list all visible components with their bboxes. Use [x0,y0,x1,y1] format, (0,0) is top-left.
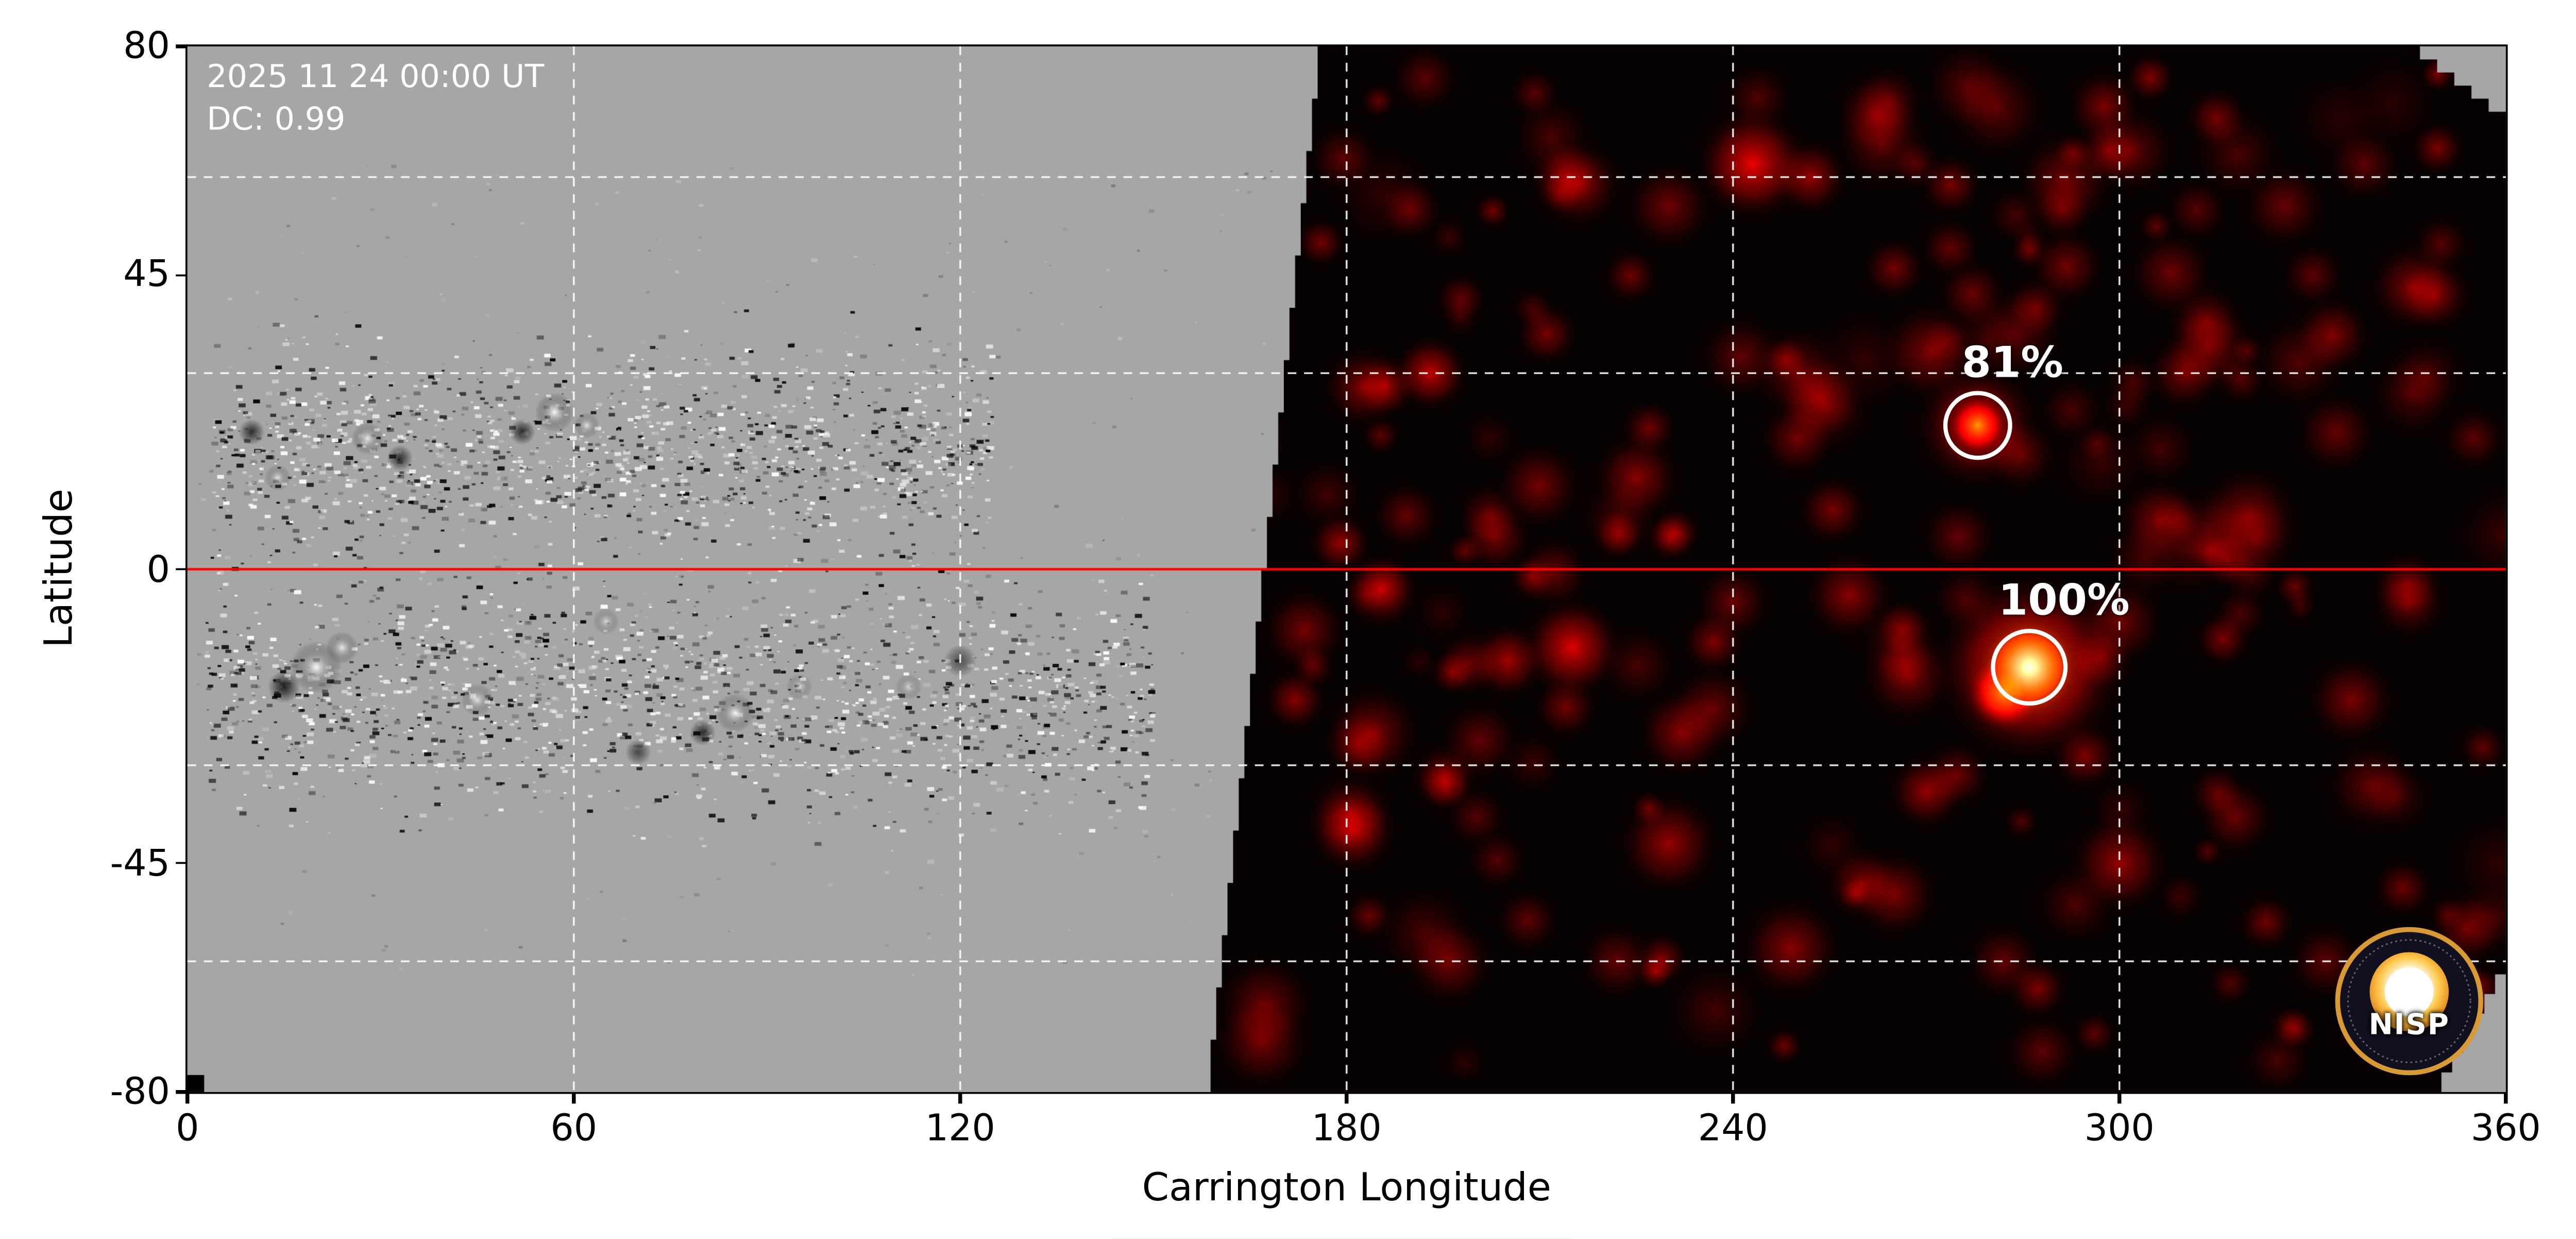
y-tick-mark [176,45,187,48]
x-axis-label: Carrington Longitude [1142,1163,1551,1210]
x-tick-mark [959,1093,961,1104]
y-tick-label: 80 [123,25,170,68]
nisp-logo-graphic [2335,927,2483,1076]
x-tick-label: 360 [2470,1107,2541,1150]
logo-sun-disk [2384,967,2434,1016]
y-tick-label: -45 [110,842,170,885]
nisp-logo-text: NISP [2368,1007,2450,1042]
y-tick-label: -80 [110,1070,170,1114]
y-tick-label: 45 [123,254,170,297]
y-tick-mark [176,862,187,865]
plot-area: 2025 11 24 00:00 UT DC: 0.99 NISP 8 [187,46,2506,1092]
timestamp-annotation: 2025 11 24 00:00 UT [207,58,545,95]
x-tick-mark [2118,1093,2121,1104]
x-tick-mark [1345,1093,1348,1104]
y-tick-mark [176,274,187,276]
map-canvas [187,46,2506,1092]
x-tick-label: 120 [925,1107,995,1150]
duty-cycle-annotation: DC: 0.99 [207,101,346,138]
detection-probability-label: 81% [1961,341,2063,390]
x-tick-label: 180 [1311,1107,1382,1150]
x-tick-label: 300 [2084,1107,2155,1150]
x-tick-label: 0 [176,1107,199,1150]
x-tick-mark [186,1093,189,1104]
logo-ring-text-arc [2347,939,2471,1063]
detection-probability-label: 100% [1998,578,2130,627]
x-tick-mark [572,1093,575,1104]
y-tick-mark [176,1091,187,1093]
nisp-logo: NISP [2334,926,2485,1077]
y-tick-mark [176,568,187,571]
x-tick-mark [2504,1093,2507,1104]
x-tick-label: 240 [1698,1107,1768,1150]
y-tick-label: 0 [146,548,170,591]
x-tick-label: 60 [550,1107,598,1150]
x-tick-mark [1732,1093,1734,1104]
